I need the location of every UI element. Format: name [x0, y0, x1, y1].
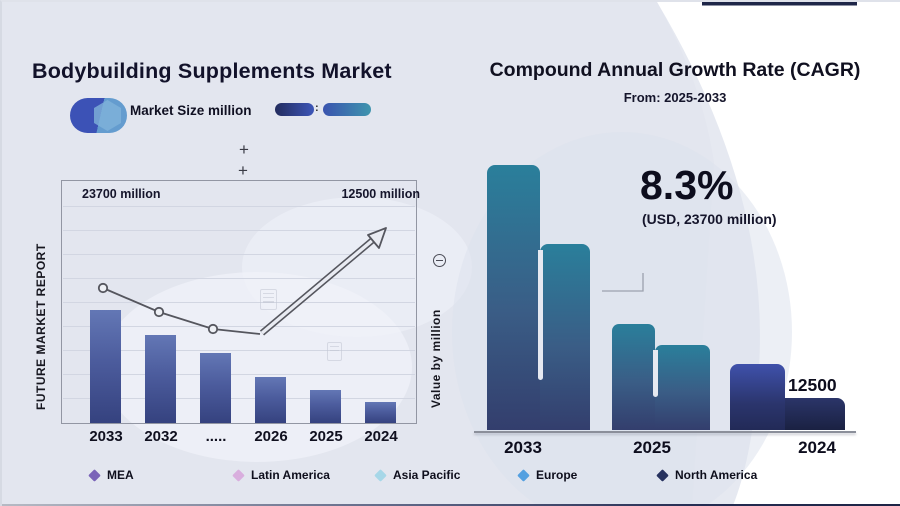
- legend-item-europe: Europe: [517, 468, 578, 482]
- diamond-icon: [656, 468, 669, 482]
- gridline: [63, 350, 415, 351]
- value-callout-12500: 12500: [788, 375, 837, 395]
- watermark-clipboard-icon: [327, 342, 342, 361]
- x-axis-line: [474, 431, 856, 433]
- pill-separator: :: [315, 102, 319, 114]
- legend-item-mea: MEA: [88, 468, 134, 482]
- bar-2025-secondary: [655, 345, 710, 430]
- cagr-subtitle: From: 2025-2033: [623, 90, 727, 105]
- minus-circle-icon: [433, 254, 446, 267]
- diamond-icon: [88, 468, 101, 482]
- bar-2024-primary: [730, 364, 785, 430]
- gridline: [63, 398, 415, 399]
- bar-2033-secondary: [540, 244, 590, 430]
- market-size-chart-panel: [61, 180, 417, 424]
- diamond-icon: [374, 468, 387, 482]
- page-title: Bodybuilding Supplements Market: [32, 59, 392, 83]
- bar-2024-secondary: [785, 398, 845, 430]
- bar-gap-notch: [538, 250, 543, 380]
- legend-label: North America: [675, 468, 758, 482]
- gridline: [63, 254, 415, 255]
- gridline: [63, 326, 415, 327]
- x-label-2033: 2033: [504, 438, 542, 457]
- gridline: [63, 230, 415, 231]
- start-value-label: 23700 million: [82, 187, 161, 201]
- gridline: [63, 302, 415, 303]
- cagr-basis: (USD, 23700 million): [642, 211, 777, 227]
- legend-label: Latin America: [251, 468, 330, 482]
- diamond-icon: [232, 468, 245, 482]
- plus-decoration-icon: +: [238, 161, 248, 180]
- plus-decoration-icon: +: [239, 140, 249, 159]
- legend-item-north-america: North America: [656, 468, 758, 482]
- legend-label: MEA: [107, 468, 134, 482]
- end-value-label: 12500 million: [341, 187, 420, 201]
- x-label-2024: 2024: [798, 438, 836, 457]
- gridline: [63, 374, 415, 375]
- bar-gap-notch: [653, 350, 658, 397]
- legend-label: Europe: [536, 468, 578, 482]
- diamond-icon: [517, 468, 530, 482]
- gridline: [63, 278, 415, 279]
- cagr-title: Compound Annual Growth Rate (CAGR): [489, 59, 861, 81]
- capsule-pill-icon-dark: [275, 103, 314, 116]
- legend-label: Asia Pacific: [393, 468, 461, 482]
- capsule-pill-icon-teal: [323, 103, 371, 116]
- legend-item-latin-america: Latin America: [232, 468, 330, 482]
- x-label-2025: 2025: [633, 438, 671, 457]
- bar-2025-primary: [612, 324, 655, 430]
- cagr-value: 8.3%: [640, 162, 734, 208]
- gridline: [63, 206, 415, 207]
- watermark-clipboard-icon: [260, 289, 277, 310]
- legend-item-asia-pacific: Asia Pacific: [374, 468, 461, 482]
- bar-2033-primary: [487, 165, 540, 430]
- capsule-logo-icon: [70, 98, 127, 133]
- market-size-label: Market Size million: [130, 103, 252, 118]
